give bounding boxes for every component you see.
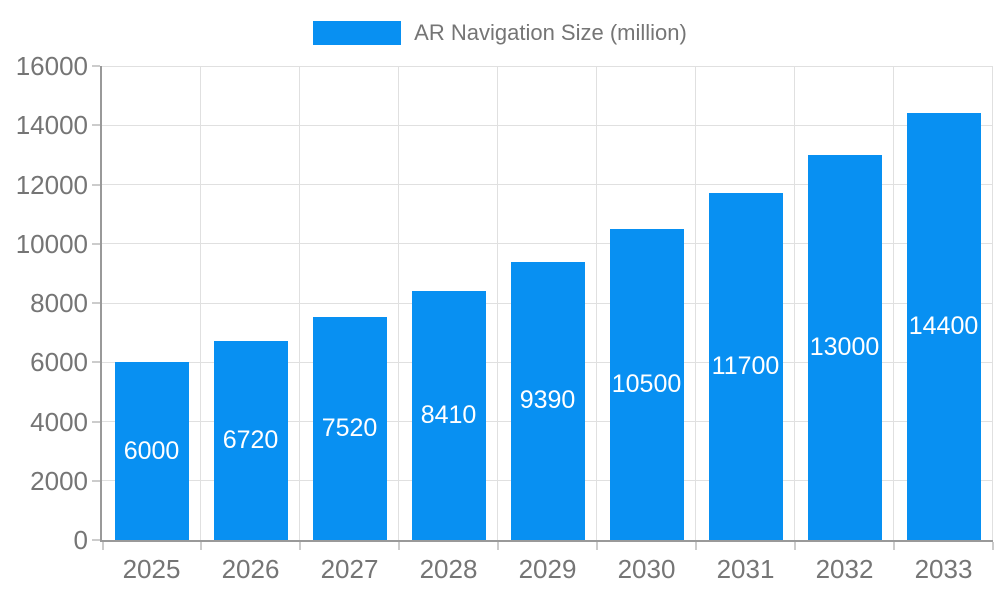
gridline-vertical [893,66,894,540]
x-axis-tick [398,542,400,550]
x-tick-label: 2028 [419,554,478,584]
y-axis-tick [92,242,100,245]
gridline-horizontal [102,184,993,185]
y-tick-label: 14000 [15,110,88,141]
x-axis-tick [299,542,301,550]
bar: 14400 [906,113,981,540]
x-axis-tick [596,542,598,550]
gridline-horizontal [102,124,993,126]
x-tick-label: 2029 [518,554,577,584]
x-tick-label: 2026 [221,554,280,584]
gridline-vertical [992,66,993,540]
y-axis-tick [92,361,100,364]
bar-value-label: 10500 [611,369,682,398]
bar: 11700 [708,193,783,540]
gridline-vertical [596,66,597,540]
x-axis-tick [695,542,697,550]
bar: 10500 [609,228,684,540]
x-axis-tick [200,542,202,550]
y-axis-tick [92,539,100,541]
y-tick-label: 4000 [30,406,88,437]
gridline-vertical [299,66,300,540]
legend: AR Navigation Size (million) [0,20,1000,46]
y-tick-label: 10000 [15,228,88,259]
x-tick-label: 2030 [617,554,676,584]
x-tick-label: 2031 [716,554,775,584]
bar-value-label: 9390 [519,386,576,415]
x-axis-tick [893,542,895,550]
bar-value-label: 7520 [321,414,378,443]
gridline-vertical [497,66,498,540]
x-axis-tick [102,542,104,550]
bar: 6000 [114,362,189,540]
y-tick-label: 6000 [30,347,88,378]
legend-swatch [313,21,402,45]
bar-value-label: 14400 [908,312,979,341]
bar: 7520 [312,317,387,540]
x-axis-tick [497,542,499,550]
bar-value-label: 13000 [809,332,880,361]
y-axis-tick [92,124,100,127]
bar-value-label: 11700 [711,352,780,381]
y-axis-line [100,66,102,542]
x-tick-label: 2027 [320,554,379,584]
bar: 13000 [807,154,882,540]
legend-label: AR Navigation Size (million) [414,20,687,45]
gridline-vertical [398,66,399,540]
y-tick-label: 2000 [30,465,88,496]
bar-value-label: 8410 [420,400,477,429]
x-tick-label: 2033 [914,554,973,584]
x-axis-tick [992,542,994,550]
x-axis-line [100,540,993,542]
y-axis-tick [92,479,100,482]
bar-value-label: 6720 [222,425,279,454]
x-tick-label: 2032 [815,554,874,584]
gridline-horizontal [102,65,993,67]
y-axis-tick [92,302,100,304]
bar: 9390 [510,261,585,540]
gridline-vertical [695,66,696,540]
bar: 8410 [411,290,486,540]
y-tick-label: 0 [73,525,88,555]
y-axis-tick [92,420,100,423]
y-axis-tick [92,65,100,67]
plot-area: 0 2000 4000 6000 8000 10000 12000 14000 16000 600… [16,51,994,584]
x-tick-label: 2025 [122,554,181,584]
x-axis-tick [794,542,796,550]
y-tick-label: 8000 [30,288,88,318]
gridline-vertical [200,66,201,540]
y-tick-label: 16000 [15,51,88,81]
gridline-horizontal [102,243,993,245]
gridline-vertical [794,66,795,540]
y-tick-label: 12000 [15,169,88,200]
bar-value-label: 6000 [123,436,180,465]
bar: 6720 [213,340,288,540]
y-axis-tick [92,183,100,186]
